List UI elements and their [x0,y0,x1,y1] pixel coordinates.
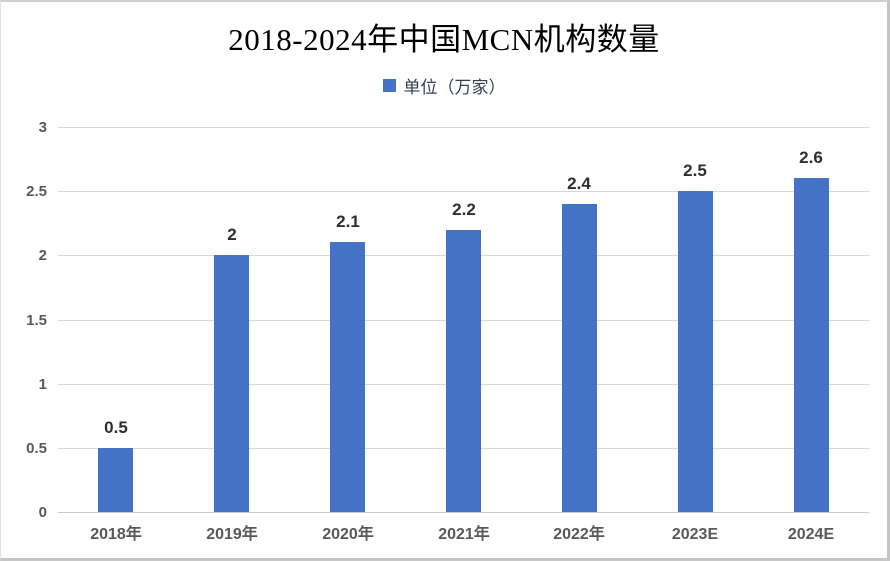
x-axis-label: 2024E [787,526,835,543]
bar [794,178,829,512]
bar [214,255,249,512]
bar-value-label: 2.5 [683,161,707,180]
bar-value-label: 2.4 [567,174,591,193]
y-axis-tick-label: 1 [38,376,47,393]
y-axis-tick-label: 0.5 [26,440,47,457]
y-axis-tick-label: 1.5 [26,312,47,329]
y-axis-tick-label: 2 [38,247,47,264]
bar-value-label: 2.6 [799,148,823,167]
y-axis-tick-label: 0 [38,504,47,521]
x-axis-label: 2021年 [438,526,490,543]
x-axis-label: 2023E [671,526,719,543]
x-axis-label: 2020年 [322,526,374,543]
x-axis-line [58,512,869,513]
legend-label: 单位（万家） [403,78,506,97]
y-axis-tick-label: 3 [38,119,47,136]
x-axis-label: 2019年 [206,526,258,543]
bar [330,242,365,512]
bar [678,191,713,512]
bar [562,204,597,512]
bar [98,448,133,512]
bar [446,230,481,512]
legend-square-icon [382,79,396,92]
bar-value-label: 2.2 [452,200,476,219]
gridline [58,191,869,192]
bar-value-label: 0.5 [104,418,128,437]
chart-title: 2018-2024年中国MCN机构数量 [228,22,660,57]
y-axis-tick-label: 2.5 [26,183,47,200]
x-axis-label: 2022年 [553,526,605,543]
bar-value-label: 2 [227,225,237,244]
chart-legend: 单位（万家） [1,73,887,98]
x-axis-label: 2018年 [90,526,142,543]
gridline [58,127,869,128]
bar-value-label: 2.1 [336,212,360,231]
